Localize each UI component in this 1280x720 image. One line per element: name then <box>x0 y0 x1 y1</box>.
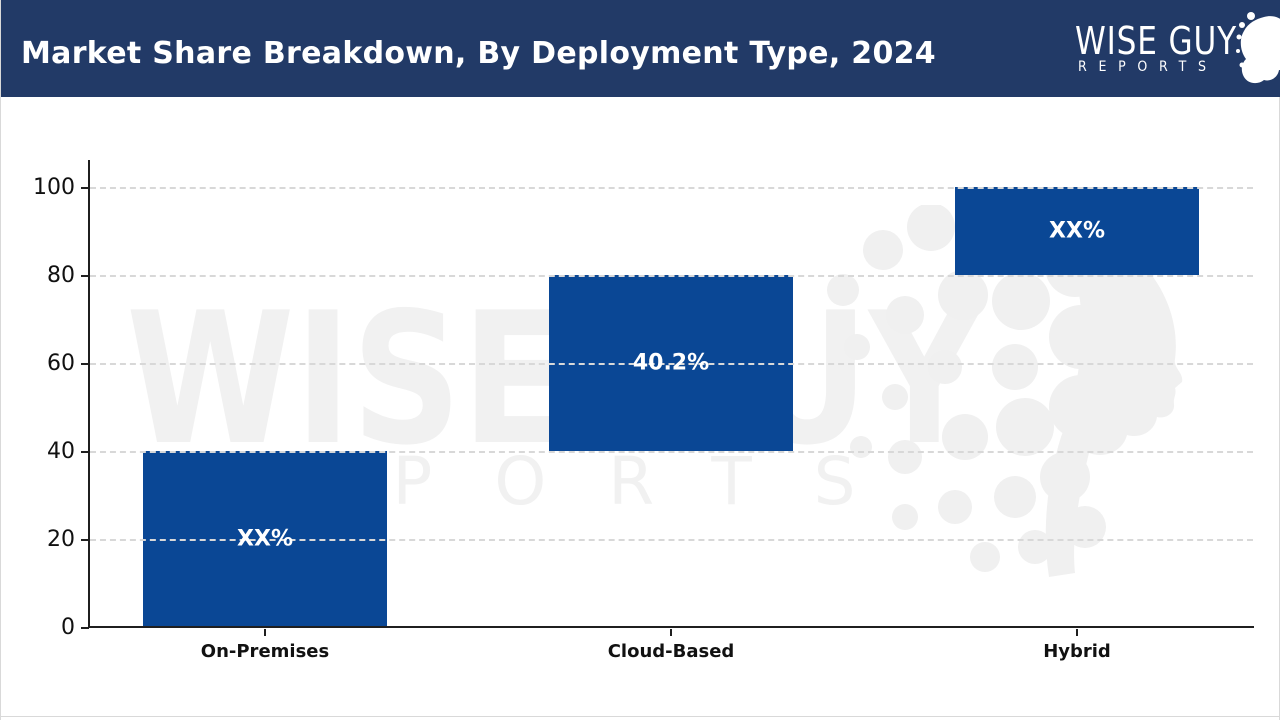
y-tick-label-20: 20 <box>47 527 75 552</box>
y-tick-label-40: 40 <box>47 439 75 464</box>
y-tick-mark-0 <box>81 627 89 629</box>
x-tick-mark-hybrid <box>1076 629 1078 636</box>
y-tick-label-100: 100 <box>33 175 75 200</box>
bar-value-label-hybrid: XX% <box>1049 218 1105 244</box>
gridline-20 <box>90 539 1253 541</box>
y-tick-mark-60 <box>81 363 89 365</box>
y-tick-mark-100 <box>81 187 89 189</box>
y-tick-mark-20 <box>81 539 89 541</box>
bar-value-label-on-premises: XX% <box>237 526 293 552</box>
y-tick-label-0: 0 <box>61 615 75 640</box>
logo-wordmark: WISE GUY <box>1075 19 1237 63</box>
bottom-border <box>1 716 1280 717</box>
chart-title: Market Share Breakdown, By Deployment Ty… <box>21 36 936 71</box>
y-tick-mark-80 <box>81 275 89 277</box>
header: Market Share Breakdown, By Deployment Ty… <box>1 0 1280 97</box>
wise-guy-reports-logo: WISE GUY REPORTS <box>1033 0 1280 97</box>
x-tick-mark-on-premises <box>264 629 266 636</box>
logo-subtext: REPORTS <box>1078 59 1218 75</box>
gridline-40 <box>90 451 1253 453</box>
y-tick-mark-40 <box>81 451 89 453</box>
y-tick-label-60: 60 <box>47 351 75 376</box>
x-category-label-cloud-based: Cloud-Based <box>607 641 735 662</box>
y-tick-label-80: 80 <box>47 263 75 288</box>
x-category-label-on-premises: On-Premises <box>200 641 330 662</box>
logo-head-icon <box>1236 12 1280 84</box>
gridline-80 <box>90 275 1253 277</box>
gridline-60 <box>90 363 1253 365</box>
x-tick-mark-cloud-based <box>670 629 672 636</box>
x-category-label-hybrid: Hybrid <box>1043 641 1111 662</box>
gridline-100 <box>90 187 1253 189</box>
plot-area: 0 20 40 60 80 100 XX% On-Premises 40.2% Cloud-Bas… <box>1 97 1279 720</box>
bar-value-label-cloud-based: 40.2% <box>632 350 710 376</box>
